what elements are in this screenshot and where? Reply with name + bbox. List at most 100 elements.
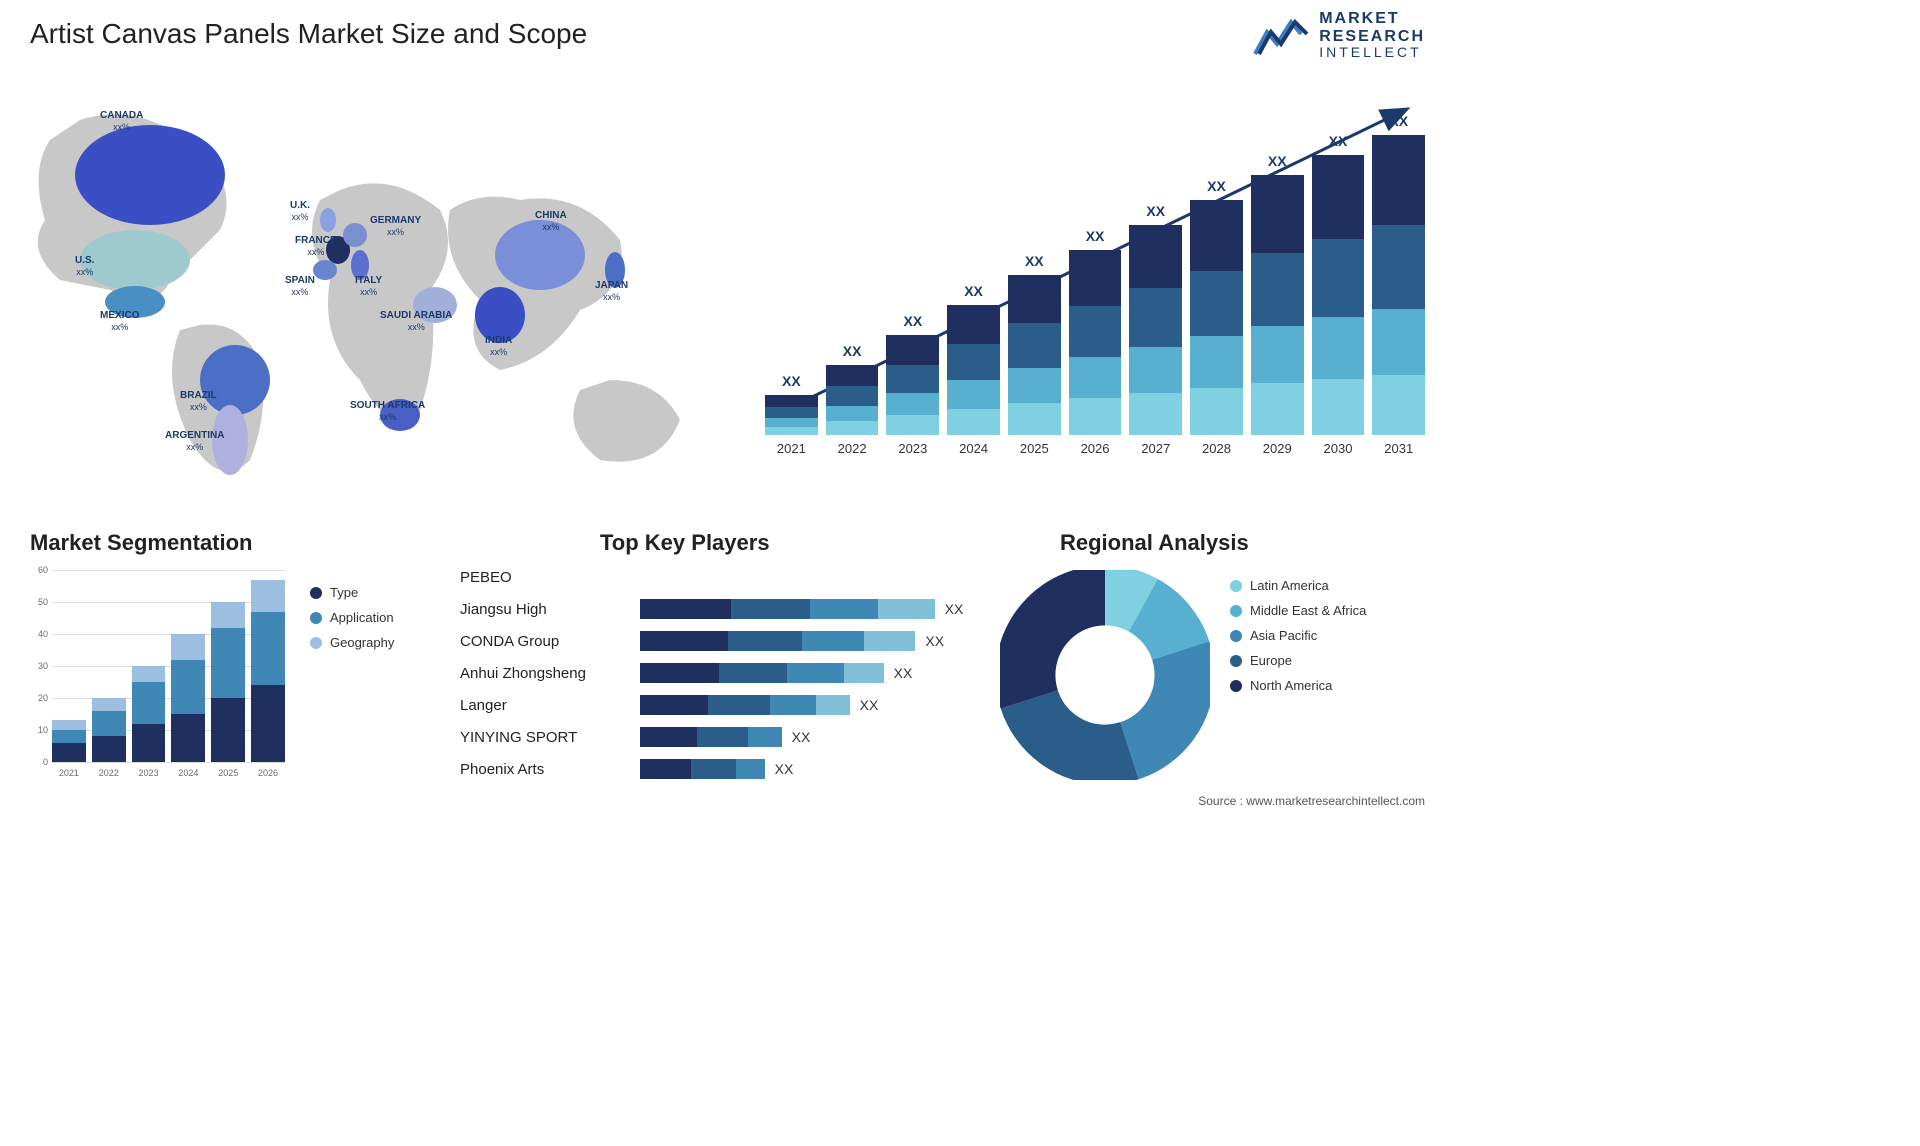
seg-segment (211, 602, 245, 628)
growth-year-label: 2028 (1202, 441, 1231, 456)
player-segment (748, 727, 782, 747)
seg-column: 2022 (92, 698, 126, 762)
legend-label: Latin America (1250, 578, 1329, 593)
map-label: ITALYxx% (355, 275, 382, 298)
seg-segment (251, 612, 285, 686)
regional-title: Regional Analysis (1060, 530, 1249, 556)
growth-value-label: XX (1251, 153, 1304, 169)
growth-segment (765, 427, 818, 435)
growth-segment (826, 365, 879, 386)
player-segment (736, 759, 764, 779)
growth-segment (1251, 175, 1304, 253)
growth-value-label: XX (886, 313, 939, 329)
growth-year-label: 2021 (777, 441, 806, 456)
growth-bar: XX (886, 335, 939, 435)
player-segment (691, 759, 736, 779)
seg-ytick: 40 (30, 629, 48, 639)
player-row: Anhui ZhongshengXX (460, 658, 980, 688)
growth-segment (947, 409, 1000, 435)
growth-bar: XX (826, 365, 879, 435)
growth-segment (765, 407, 818, 418)
map-label: U.K.xx% (290, 200, 310, 223)
seg-segment (92, 711, 126, 737)
growth-column: XX2029 (1251, 175, 1304, 456)
growth-segment (1372, 309, 1425, 375)
world-map: CANADAxx% U.S.xx% MEXICOxx% BRAZILxx% ARGENT… (20, 80, 720, 500)
legend-label: Europe (1250, 653, 1292, 668)
player-segment (640, 631, 728, 651)
seg-segment (132, 724, 166, 762)
player-bar (640, 663, 884, 683)
growth-column: XX2024 (947, 305, 1000, 456)
segmentation-title: Market Segmentation (30, 530, 430, 556)
seg-segment (251, 580, 285, 612)
growth-value-label: XX (1190, 178, 1243, 194)
map-country (80, 230, 190, 290)
seg-segment (171, 660, 205, 714)
map-label: ARGENTINAxx% (165, 430, 224, 453)
growth-segment (765, 395, 818, 407)
source-text: Source : www.marketresearchintellect.com (1198, 794, 1425, 808)
growth-segment (886, 365, 939, 393)
player-row: PEBEO (460, 562, 980, 592)
legend-dot-icon (1230, 580, 1242, 592)
map-label: CANADAxx% (100, 110, 143, 133)
seg-segment (52, 720, 86, 730)
growth-segment (1372, 135, 1425, 225)
player-segment (770, 695, 815, 715)
player-segment (697, 727, 748, 747)
growth-segment (886, 335, 939, 365)
growth-segment (1190, 336, 1243, 388)
player-row: Jiangsu HighXX (460, 594, 980, 624)
player-value: XX (775, 761, 794, 777)
growth-segment (886, 393, 939, 415)
legend-dot-icon (1230, 605, 1242, 617)
legend-label: Geography (330, 635, 394, 650)
growth-year-label: 2026 (1081, 441, 1110, 456)
growth-segment (1190, 388, 1243, 435)
seg-bar (92, 698, 126, 762)
legend-item: Geography (310, 635, 394, 650)
seg-year-label: 2022 (99, 768, 119, 778)
player-bar (640, 695, 850, 715)
growth-bar: XX (947, 305, 1000, 435)
legend-dot-icon (310, 612, 322, 624)
player-name: Langer (460, 697, 640, 714)
map-label: U.S.xx% (75, 255, 94, 278)
growth-value-label: XX (1069, 228, 1122, 244)
growth-segment (1251, 383, 1304, 435)
growth-bar: XX (1372, 135, 1425, 435)
market-segmentation: Market Segmentation 0102030405060 202120… (30, 530, 430, 556)
growth-bar: XX (765, 395, 818, 435)
map-label: BRAZILxx% (180, 390, 217, 413)
growth-value-label: XX (826, 343, 879, 359)
seg-segment (132, 682, 166, 724)
map-label: MEXICOxx% (100, 310, 139, 333)
player-segment (844, 663, 884, 683)
player-value: XX (945, 601, 964, 617)
seg-bar (211, 602, 245, 762)
growth-segment (826, 386, 879, 406)
logo-line3: INTELLECT (1319, 45, 1425, 60)
seg-ytick: 0 (30, 757, 48, 767)
player-name: YINYING SPORT (460, 729, 640, 746)
seg-year-label: 2023 (139, 768, 159, 778)
growth-segment (1129, 288, 1182, 347)
seg-gridline (52, 762, 285, 763)
player-segment (810, 599, 878, 619)
map-label: FRANCExx% (295, 235, 337, 258)
seg-bar (132, 666, 166, 762)
growth-segment (1069, 398, 1122, 435)
growth-segment (1372, 225, 1425, 309)
legend-label: Application (330, 610, 394, 625)
players-title: Top Key Players (600, 530, 770, 556)
growth-column: XX2028 (1190, 200, 1243, 456)
player-segment (731, 599, 810, 619)
seg-bar (251, 580, 285, 762)
growth-year-label: 2030 (1324, 441, 1353, 456)
map-label: SOUTH AFRICAxx% (350, 400, 425, 423)
growth-value-label: XX (1008, 253, 1061, 269)
legend-item: Middle East & Africa (1230, 603, 1366, 618)
seg-segment (211, 628, 245, 698)
player-name: Anhui Zhongsheng (460, 665, 640, 682)
